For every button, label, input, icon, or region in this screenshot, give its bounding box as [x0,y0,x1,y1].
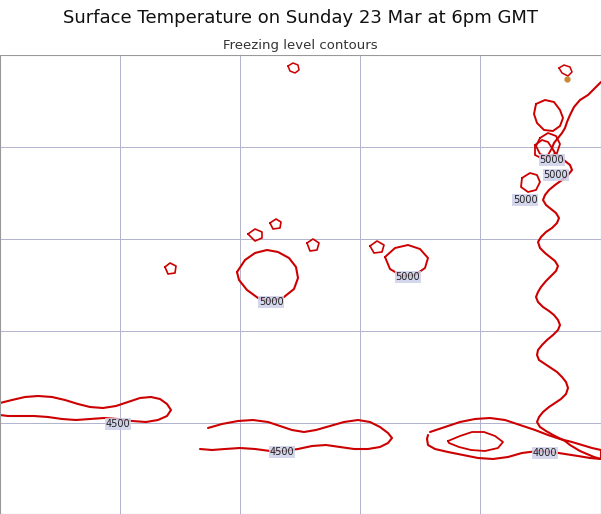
Text: 4500: 4500 [106,419,130,429]
Text: 5000: 5000 [540,155,564,165]
Text: 5000: 5000 [544,170,569,180]
Text: 5000: 5000 [258,297,283,307]
Text: Freezing level contours: Freezing level contours [223,39,378,51]
Text: 4500: 4500 [270,447,294,457]
Text: 5000: 5000 [395,272,420,282]
Text: 4000: 4000 [532,448,557,458]
Text: Surface Temperature on Sunday 23 Mar at 6pm GMT: Surface Temperature on Sunday 23 Mar at … [63,9,538,27]
Text: 5000: 5000 [513,195,537,205]
